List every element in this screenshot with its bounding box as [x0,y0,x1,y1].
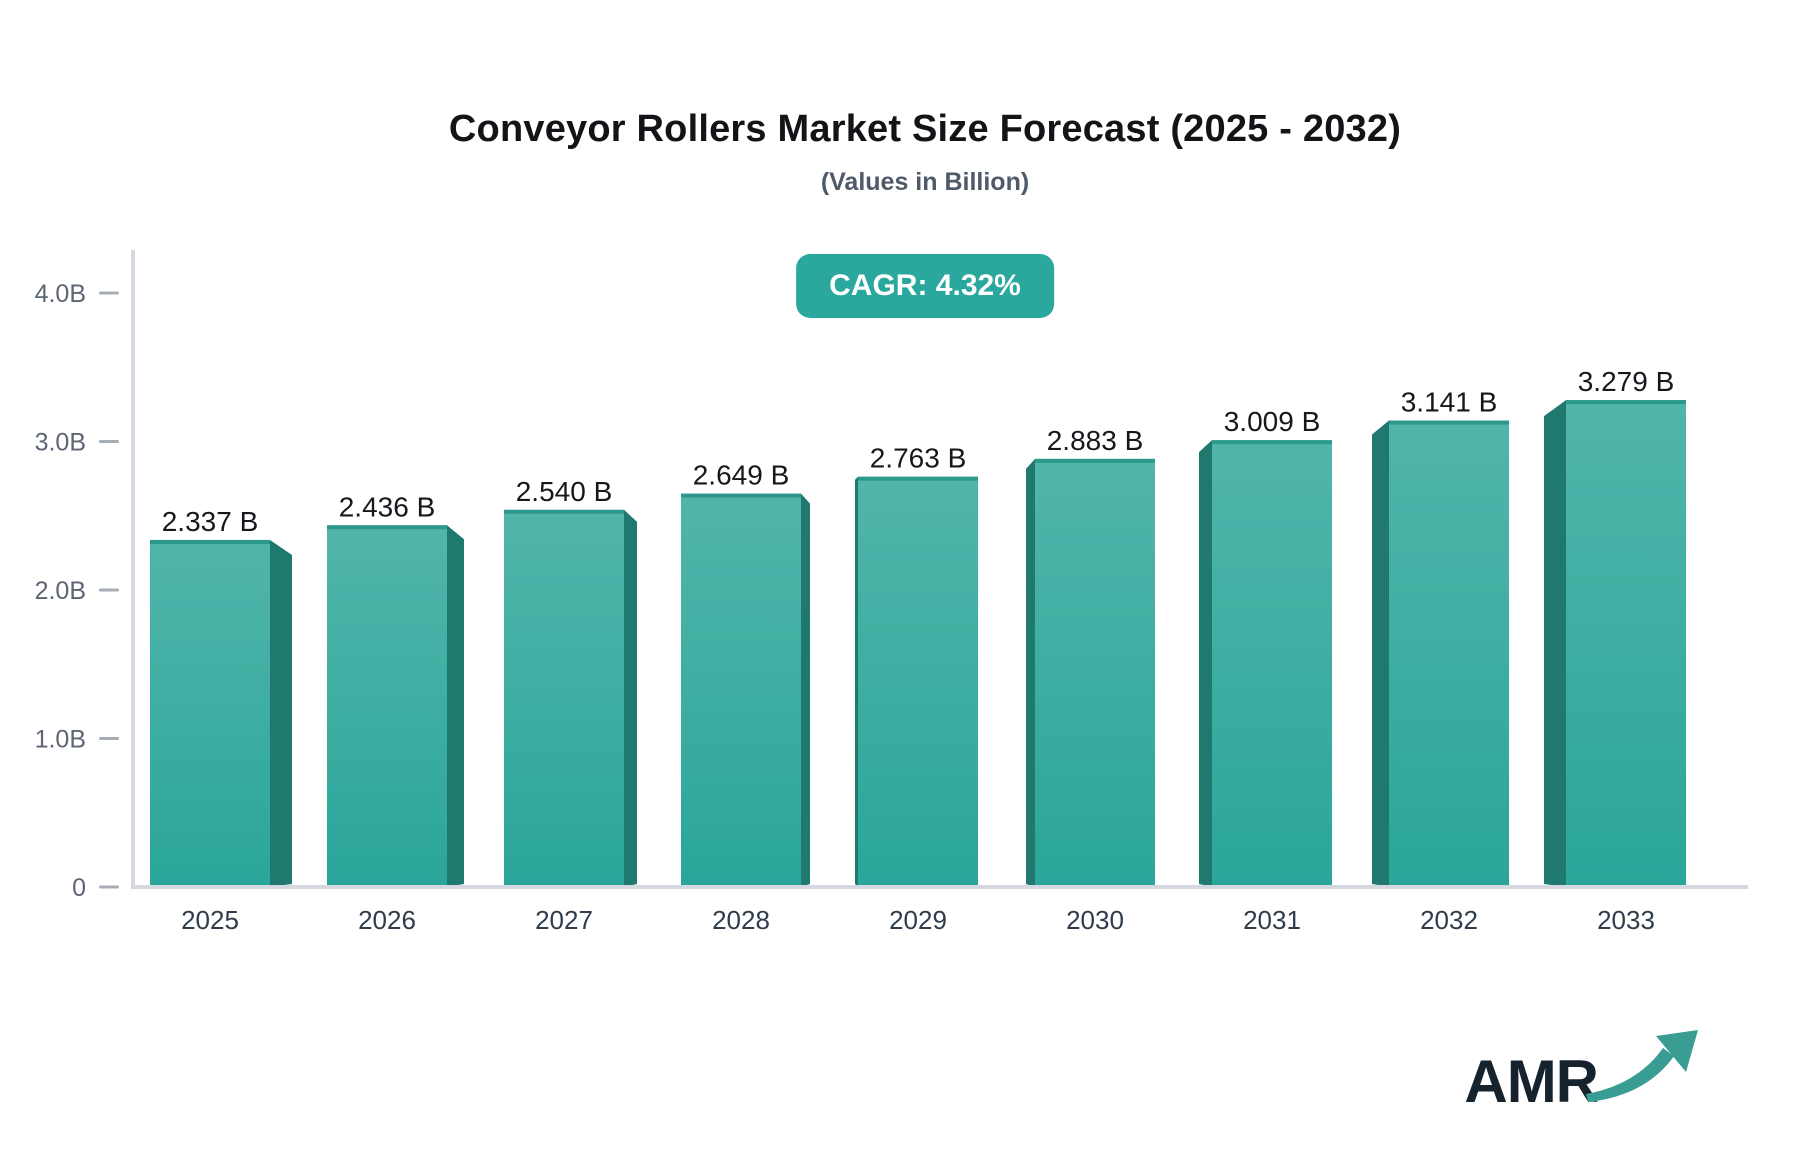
bar-side-face [801,493,810,887]
y-tick-mark [99,588,119,592]
bar-group-2030: 2.883 B 2030 [1026,425,1155,935]
bar-value-label: 2.540 B [516,476,613,507]
y-axis: 0 1.0B 2.0B 3.0B 4.0B [35,280,119,902]
bar-front-face [327,525,447,887]
y-tick-mark [99,440,119,443]
amr-logo: AMR [1464,1024,1702,1112]
x-tick-label: 2025 [181,905,239,935]
bar-front-face [1566,400,1686,887]
x-tick-label: 2032 [1420,905,1478,935]
x-tick-label: 2027 [535,905,593,935]
bars: 2.337 B 2025 2.436 B 2026 2.540 B 2027 2.649 B… [150,366,1686,935]
y-tick-mark [99,737,119,740]
bar-front-face [858,476,978,887]
x-tick-label: 2033 [1597,905,1655,935]
bar-front-face [1389,420,1509,887]
y-tick-label: 4.0B [35,280,86,308]
bar-top-edge [858,476,978,481]
bar-front-face [1035,458,1155,887]
bar-group-2032: 3.141 B 2032 [1372,387,1509,935]
bar-side-face [624,509,637,887]
bar-group-2026: 2.436 B 2026 [327,491,464,935]
bar-side-face [1544,400,1566,887]
x-tick-label: 2028 [712,905,770,935]
bar-top-edge [1035,458,1155,463]
bar-front-face [681,493,801,887]
x-tick-label: 2031 [1243,905,1301,935]
y-tick-label: 2.0B [35,577,86,605]
y-tick-mark [99,291,119,295]
bar-value-label: 2.649 B [693,460,790,491]
bar-side-face [447,525,464,887]
bar-side-face [855,476,858,887]
growth-arrow-icon [1586,1030,1698,1102]
bar-front-face [504,509,624,887]
bar-top-edge [504,509,624,514]
bar-value-label: 2.436 B [339,491,436,522]
bar-top-edge [681,493,801,498]
bar-group-2027: 2.540 B 2027 [504,476,637,935]
x-tick-label: 2030 [1066,905,1124,935]
chart-subtitle: (Values in Billion) [820,168,1030,196]
y-tick-label: 1.0B [35,726,86,754]
y-axis-line [131,250,135,889]
bar-value-label: 3.141 B [1401,387,1498,418]
chart-title: Conveyor Rollers Market Size Forecast (2… [448,108,1402,150]
bar-group-2028: 2.649 B 2028 [681,460,810,935]
bar-group-2031: 3.009 B 2031 [1199,406,1332,935]
bar-side-face [1199,440,1212,887]
bar-group-2033: 3.279 B 2033 [1544,366,1686,935]
bar-group-2029: 2.763 B 2029 [855,443,978,935]
bar-top-edge [1389,420,1509,425]
bar-top-edge [1212,440,1332,445]
x-tick-label: 2026 [358,905,416,935]
bar-front-face [150,539,270,887]
y-tick-mark [99,885,119,889]
bar-side-face [270,539,292,887]
bar-side-face [1372,420,1389,887]
bar-value-label: 3.009 B [1224,406,1321,437]
bar-value-label: 3.279 B [1578,366,1675,397]
bar-top-edge [327,525,447,530]
cagr-badge: CAGR: 4.32% [796,254,1054,318]
x-tick-label: 2029 [889,905,947,935]
y-tick-label: 3.0B [35,429,86,457]
logo-text: AMR [1464,1048,1599,1115]
bar-side-face [1026,458,1035,887]
bar-front-face [1212,440,1332,887]
bar-value-label: 2.763 B [870,443,967,474]
bar-top-edge [150,539,270,544]
bar-value-label: 2.337 B [162,506,259,537]
bar-top-edge [1566,400,1686,405]
bar-group-2025: 2.337 B 2025 [150,506,292,935]
y-tick-label: 0 [72,874,86,902]
bar-value-label: 2.883 B [1047,425,1144,456]
x-axis-line [131,885,1748,889]
